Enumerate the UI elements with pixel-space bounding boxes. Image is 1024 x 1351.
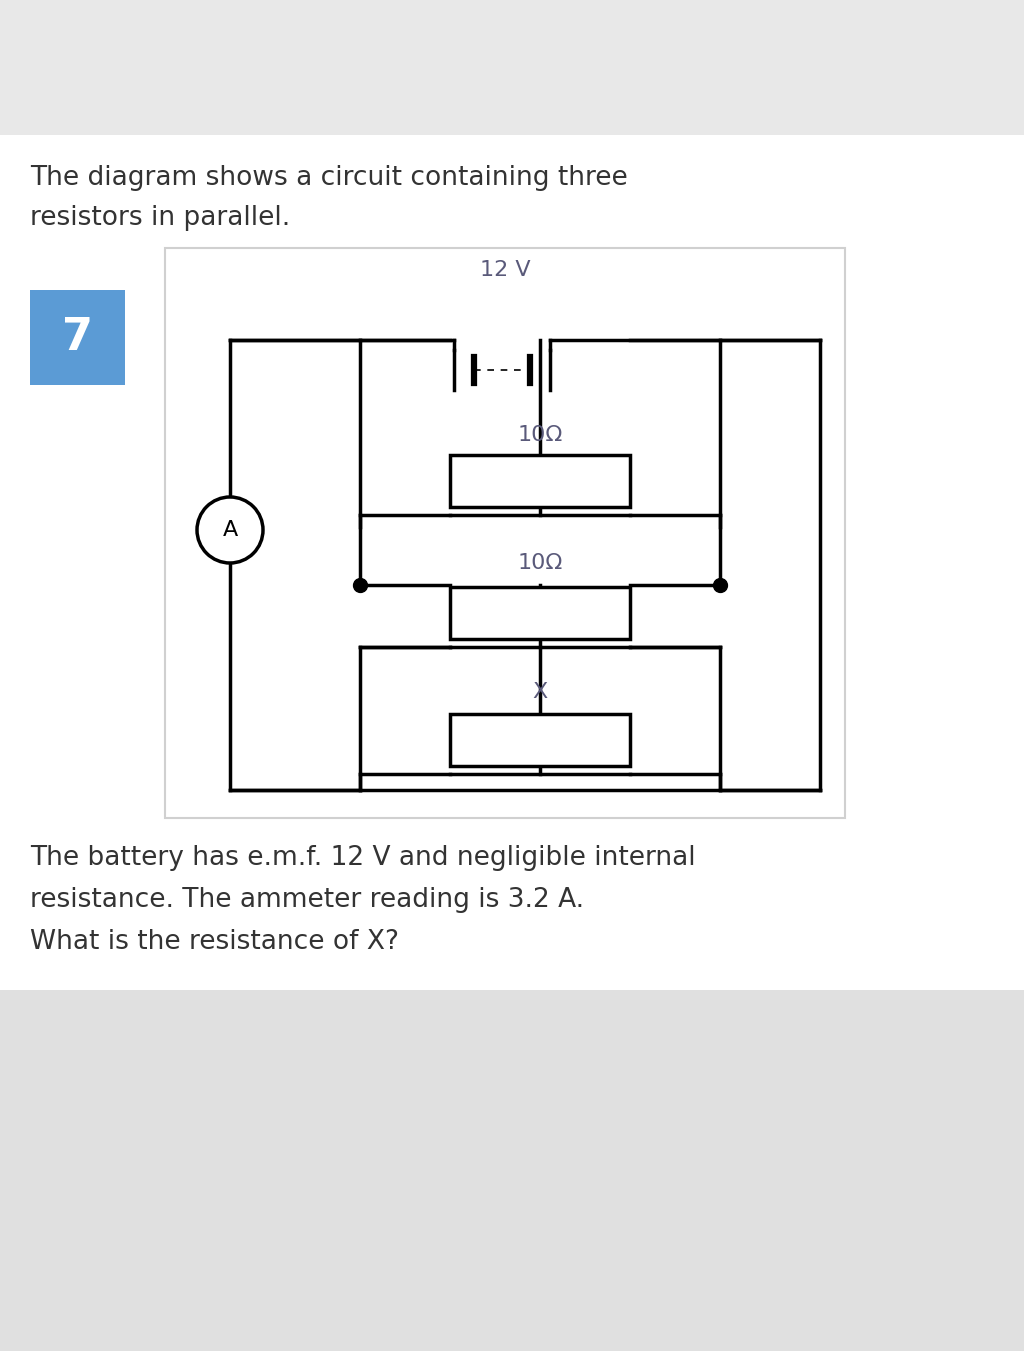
Text: 12 V: 12 V [479,259,530,280]
Bar [0,990,1024,1351]
Circle shape [197,497,263,563]
Bar [450,713,630,766]
Bar [450,586,630,639]
Text: The diagram shows a circuit containing three: The diagram shows a circuit containing t… [30,165,628,190]
Text: 7: 7 [62,316,93,359]
Text: The battery has e.m.f. 12 V and negligible internal: The battery has e.m.f. 12 V and negligib… [30,844,695,871]
Text: 10Ω: 10Ω [517,426,562,444]
Bar [0,0,1024,135]
Text: 10Ω: 10Ω [517,553,562,573]
Text: A: A [222,520,238,540]
Bar [30,290,125,385]
Text: What is the resistance of X?: What is the resistance of X? [30,929,399,955]
Bar [0,135,1024,990]
Bar [450,455,630,507]
Bar [165,249,845,817]
Text: X: X [532,682,548,703]
Text: resistors in parallel.: resistors in parallel. [30,205,290,231]
Text: resistance. The ammeter reading is 3.2 A.: resistance. The ammeter reading is 3.2 A… [30,888,584,913]
